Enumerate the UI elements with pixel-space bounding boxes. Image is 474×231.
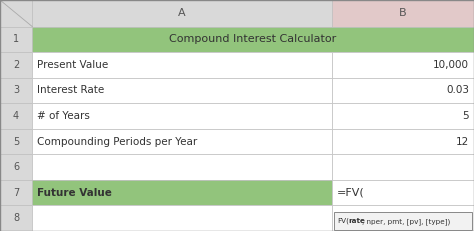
Bar xyxy=(32,0,332,27)
Text: Present Value: Present Value xyxy=(37,60,108,70)
Bar xyxy=(32,154,332,180)
Bar xyxy=(0,78,32,103)
Bar xyxy=(332,103,474,129)
Text: 4: 4 xyxy=(13,111,19,121)
Bar xyxy=(32,103,332,129)
Text: 10,000: 10,000 xyxy=(433,60,469,70)
Text: 2: 2 xyxy=(13,60,19,70)
Bar xyxy=(334,212,472,230)
Bar xyxy=(0,154,32,180)
Bar xyxy=(332,154,474,180)
Bar xyxy=(332,129,474,154)
Text: B: B xyxy=(399,8,407,18)
Bar xyxy=(332,78,474,103)
Bar xyxy=(332,0,474,27)
Bar xyxy=(0,129,32,154)
Text: =FV(: =FV( xyxy=(337,188,365,198)
Bar xyxy=(32,52,332,78)
Bar xyxy=(32,180,332,205)
Text: rate: rate xyxy=(349,218,366,224)
Bar xyxy=(0,205,32,231)
Text: 7: 7 xyxy=(13,188,19,198)
Text: Interest Rate: Interest Rate xyxy=(37,85,104,95)
Bar xyxy=(0,103,32,129)
Text: 1: 1 xyxy=(13,34,19,44)
Bar xyxy=(0,180,32,205)
Text: 5: 5 xyxy=(463,111,469,121)
Text: 0.03: 0.03 xyxy=(446,85,469,95)
Text: Future Value: Future Value xyxy=(37,188,112,198)
Bar xyxy=(32,27,474,52)
Text: 5: 5 xyxy=(13,137,19,146)
Text: 6: 6 xyxy=(13,162,19,172)
Bar xyxy=(32,78,332,103)
Bar xyxy=(0,52,32,78)
Text: # of Years: # of Years xyxy=(37,111,90,121)
Text: , nper, pmt, [pv], [type]): , nper, pmt, [pv], [type]) xyxy=(362,218,450,225)
Text: A: A xyxy=(178,8,186,18)
Bar xyxy=(32,205,332,231)
Bar xyxy=(0,0,32,27)
Text: Compounding Periods per Year: Compounding Periods per Year xyxy=(37,137,197,146)
Text: 8: 8 xyxy=(13,213,19,223)
Text: 12: 12 xyxy=(456,137,469,146)
Text: Compound Interest Calculator: Compound Interest Calculator xyxy=(170,34,337,44)
Bar xyxy=(332,205,474,231)
Bar xyxy=(332,52,474,78)
Text: 3: 3 xyxy=(13,85,19,95)
Bar xyxy=(332,180,474,205)
Bar xyxy=(0,27,32,52)
Bar xyxy=(32,129,332,154)
Text: FV(: FV( xyxy=(337,218,349,224)
